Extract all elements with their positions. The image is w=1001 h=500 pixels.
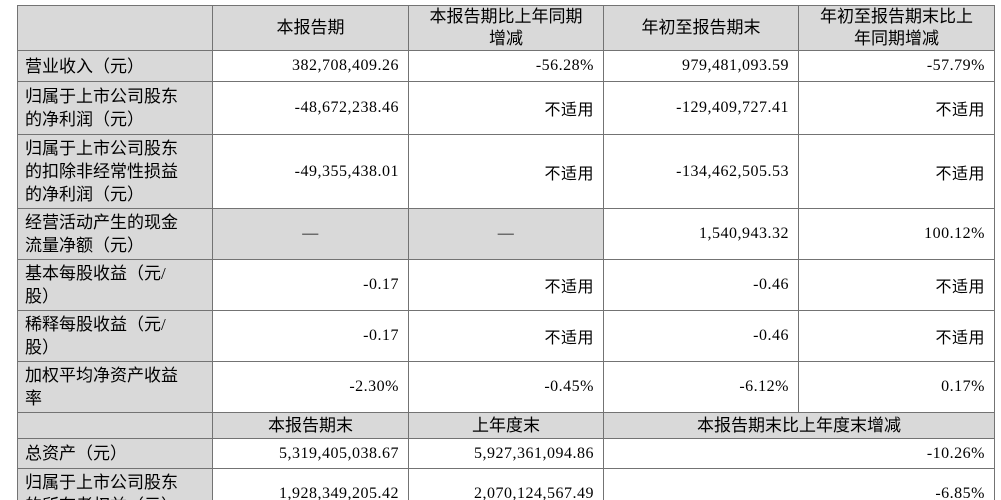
table-row-net-profit: 归属于上市公司股东的净利润（元） -48,672,238.46 不适用 -129… [17,81,995,135]
table-row-owners-equity: 归属于上市公司股东的所有者权益（元） 1,928,349,205.42 2,07… [17,468,995,500]
cell-value: -10.26% [603,438,995,469]
cell-value: -0.17 [212,310,409,362]
column-header-ytd-yoy-change: 年初至报告期末比上年同期增减 [798,5,995,51]
cell-value: -57.79% [798,50,995,82]
cell-value: -0.17 [212,259,409,311]
cell-value: -6.12% [603,361,799,413]
table-row-net-profit-excl-nonrecurring: 归属于上市公司股东的扣除非经常性损益的净利润（元） -49,355,438.01… [17,134,995,209]
cell-value: 不适用 [408,81,604,135]
column-header-change-vs-prior-year-end: 本报告期末比上年度末增减 [603,412,995,439]
cell-value: 382,708,409.26 [212,50,409,82]
cell-value: 979,481,093.59 [603,50,799,82]
cell-value: -6.85% [603,468,995,500]
row-label: 归属于上市公司股东的所有者权益（元） [17,468,213,500]
cell-value: -48,672,238.46 [212,81,409,135]
corner-cell [17,5,213,51]
column-header-current-period: 本报告期 [212,5,409,51]
cell-value: 不适用 [798,134,995,209]
cell-value: 5,927,361,094.86 [408,438,604,469]
cell-value-dash: — [408,208,604,260]
cell-value: 100.12% [798,208,995,260]
table-row-operating-cash-flow: 经营活动产生的现金流量净额（元） — — 1,540,943.32 100.12… [17,208,995,260]
row-label: 归属于上市公司股东的净利润（元） [17,81,213,135]
cell-value: -0.46 [603,310,799,362]
table-row-basic-eps: 基本每股收益（元/股） -0.17 不适用 -0.46 不适用 [17,259,995,311]
row-label: 营业收入（元） [17,50,213,82]
row-label: 加权平均净资产收益率 [17,361,213,413]
cell-value: 5,319,405,038.67 [212,438,409,469]
key-financials-table: 本报告期 本报告期比上年同期增减 年初至报告期末 年初至报告期末比上年同期增减 … [17,5,995,500]
table-row-total-assets: 总资产（元） 5,319,405,038.67 5,927,361,094.86… [17,438,995,469]
cell-value: 0.17% [798,361,995,413]
table-row-revenue: 营业收入（元） 382,708,409.26 -56.28% 979,481,0… [17,50,995,82]
row-label: 总资产（元） [17,438,213,469]
cell-value: -56.28% [408,50,604,82]
row-label: 归属于上市公司股东的扣除非经常性损益的净利润（元） [17,134,213,209]
cell-value: 不适用 [408,134,604,209]
cell-value: 不适用 [408,259,604,311]
column-header-yoy-change: 本报告期比上年同期增减 [408,5,604,51]
cell-value: 不适用 [408,310,604,362]
table-row-diluted-eps: 稀释每股收益（元/股） -0.17 不适用 -0.46 不适用 [17,310,995,362]
corner-cell [17,412,213,439]
cell-value: -49,355,438.01 [212,134,409,209]
cell-value: 不适用 [798,310,995,362]
cell-value: 不适用 [798,81,995,135]
column-header-period-end: 本报告期末 [212,412,409,439]
cell-value: -134,462,505.53 [603,134,799,209]
row-label: 基本每股收益（元/股） [17,259,213,311]
cell-value: 不适用 [798,259,995,311]
row-label: 经营活动产生的现金流量净额（元） [17,208,213,260]
row-label: 稀释每股收益（元/股） [17,310,213,362]
cell-value: -0.45% [408,361,604,413]
cell-value-dash: — [212,208,409,260]
cell-value: -129,409,727.41 [603,81,799,135]
cell-value: -0.46 [603,259,799,311]
section1-header-row: 本报告期 本报告期比上年同期增减 年初至报告期末 年初至报告期末比上年同期增减 [17,5,995,51]
table-row-weighted-avg-roe: 加权平均净资产收益率 -2.30% -0.45% -6.12% 0.17% [17,361,995,413]
cell-value: 1,540,943.32 [603,208,799,260]
column-header-prior-year-end: 上年度末 [408,412,604,439]
cell-value: -2.30% [212,361,409,413]
section2-header-row: 本报告期末 上年度末 本报告期末比上年度末增减 [17,412,995,439]
cell-value: 1,928,349,205.42 [212,468,409,500]
column-header-ytd: 年初至报告期末 [603,5,799,51]
cell-value: 2,070,124,567.49 [408,468,604,500]
